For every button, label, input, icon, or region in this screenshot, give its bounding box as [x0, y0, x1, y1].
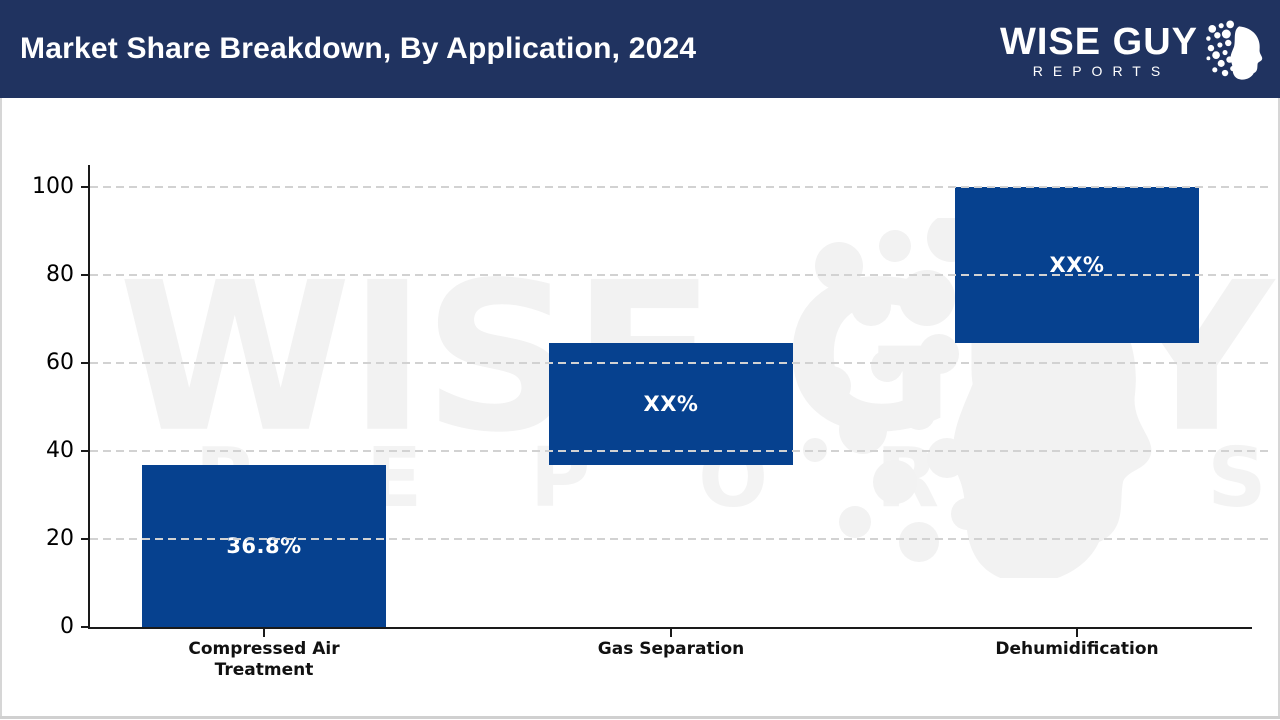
gridline: [90, 450, 1268, 452]
y-axis-tick-label: 80: [46, 262, 74, 287]
gridline: [90, 186, 1268, 188]
logo-face-icon: [1206, 20, 1263, 80]
x-axis-tick: [670, 629, 672, 637]
y-axis-tick: [81, 450, 89, 452]
header-bar: Market Share Breakdown, By Application, …: [0, 0, 1280, 98]
y-axis-tick-label: 100: [32, 174, 74, 199]
y-axis-tick: [81, 626, 89, 628]
logo-wiseguy-label: WISE GUY: [999, 20, 1198, 63]
gridline: [90, 538, 1268, 540]
wiseguy-logo: WISE GUY REPORTS: [1000, 8, 1266, 92]
logo-reports-label: REPORTS: [1032, 62, 1171, 79]
y-axis-tick: [81, 186, 89, 188]
y-axis-tick-label: 40: [46, 438, 74, 463]
y-axis-tick: [81, 538, 89, 540]
x-axis-category-label: Gas Separation: [597, 639, 745, 659]
page-title: Market Share Breakdown, By Application, …: [20, 32, 697, 65]
y-axis-tick-label: 60: [46, 350, 74, 375]
logo-text: WISE GUY REPORTS: [1000, 23, 1198, 78]
bar-segment: 36.8%: [142, 465, 386, 627]
bar-value-label: XX%: [1049, 253, 1105, 278]
y-axis-tick-label: 0: [60, 614, 74, 639]
frame-border-bottom: [0, 716, 1280, 719]
y-axis-tick: [81, 274, 89, 276]
frame-border-left: [0, 98, 2, 718]
x-axis-category-label: Compressed Air Treatment: [188, 639, 340, 681]
x-axis-category-label: Dehumidification: [995, 639, 1159, 659]
gridline: [90, 274, 1268, 276]
x-axis-tick: [1076, 629, 1078, 637]
y-axis-tick: [81, 362, 89, 364]
bar-value-label: XX%: [643, 392, 699, 417]
x-axis-line: [88, 627, 1252, 629]
bar-segment: XX%: [955, 187, 1199, 344]
gridline: [90, 362, 1268, 364]
y-axis-tick-label: 20: [46, 526, 74, 551]
y-axis-line: [88, 165, 90, 629]
x-axis-tick: [263, 629, 265, 637]
frame-border-right: [1278, 98, 1280, 718]
